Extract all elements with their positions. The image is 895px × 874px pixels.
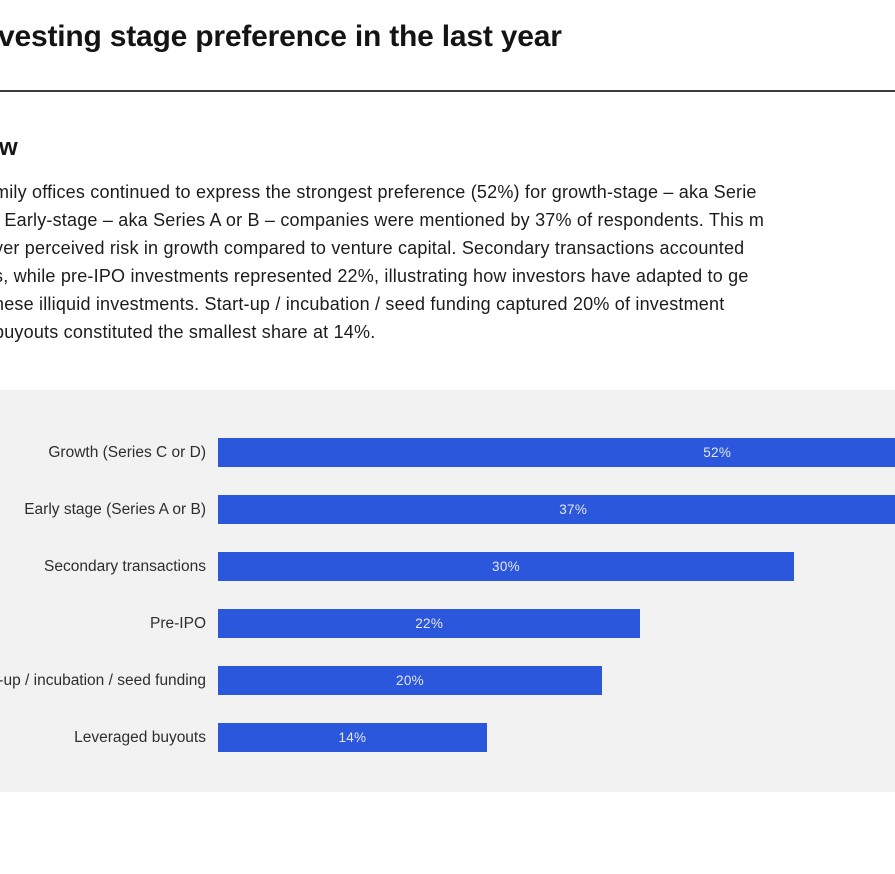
bar: 20% xyxy=(218,666,602,695)
page-title: vesting stage preference in the last yea… xyxy=(0,20,562,53)
chart-panel: Growth (Series C or D) 52% Early stage (Se… xyxy=(0,390,895,792)
category-label: Pre-IPO xyxy=(150,615,206,632)
title-divider-rule xyxy=(0,90,895,92)
body-line: s, while pre-IPO investments represented… xyxy=(0,266,749,286)
bar: 52% xyxy=(218,438,895,467)
category-label: Early stage (Series A or B) xyxy=(24,501,206,518)
body-line: ver perceived risk in growth compared to… xyxy=(0,238,745,258)
body-line: buyouts constituted the smallest share a… xyxy=(0,322,376,342)
bar: 30% xyxy=(218,552,794,581)
category-label: Growth (Series C or D) xyxy=(48,444,206,461)
bar-value-label: 14% xyxy=(338,730,367,745)
bar: 22% xyxy=(218,609,641,638)
bar-value-label: 20% xyxy=(396,673,424,688)
body-line: mily offices continued to express the st… xyxy=(0,182,757,202)
bar-value-label: 52% xyxy=(703,445,732,460)
bar: 14% xyxy=(218,723,487,752)
category-label: Secondary transactions xyxy=(44,558,206,575)
category-label: Start-up / incubation / seed funding xyxy=(0,672,206,689)
bar-value-label: 37% xyxy=(559,502,588,517)
section-heading: w xyxy=(0,134,18,161)
body-line: hese illiquid investments. Start-up / in… xyxy=(0,294,725,314)
body-line: . Early-stage – aka Series A or B – comp… xyxy=(0,210,765,230)
body-paragraph: mily offices continued to express the st… xyxy=(0,178,764,346)
bar-value-label: 30% xyxy=(492,559,520,574)
bar: 37% xyxy=(218,495,895,524)
category-label: Leveraged buyouts xyxy=(74,729,206,746)
bar-value-label: 22% xyxy=(415,616,444,631)
